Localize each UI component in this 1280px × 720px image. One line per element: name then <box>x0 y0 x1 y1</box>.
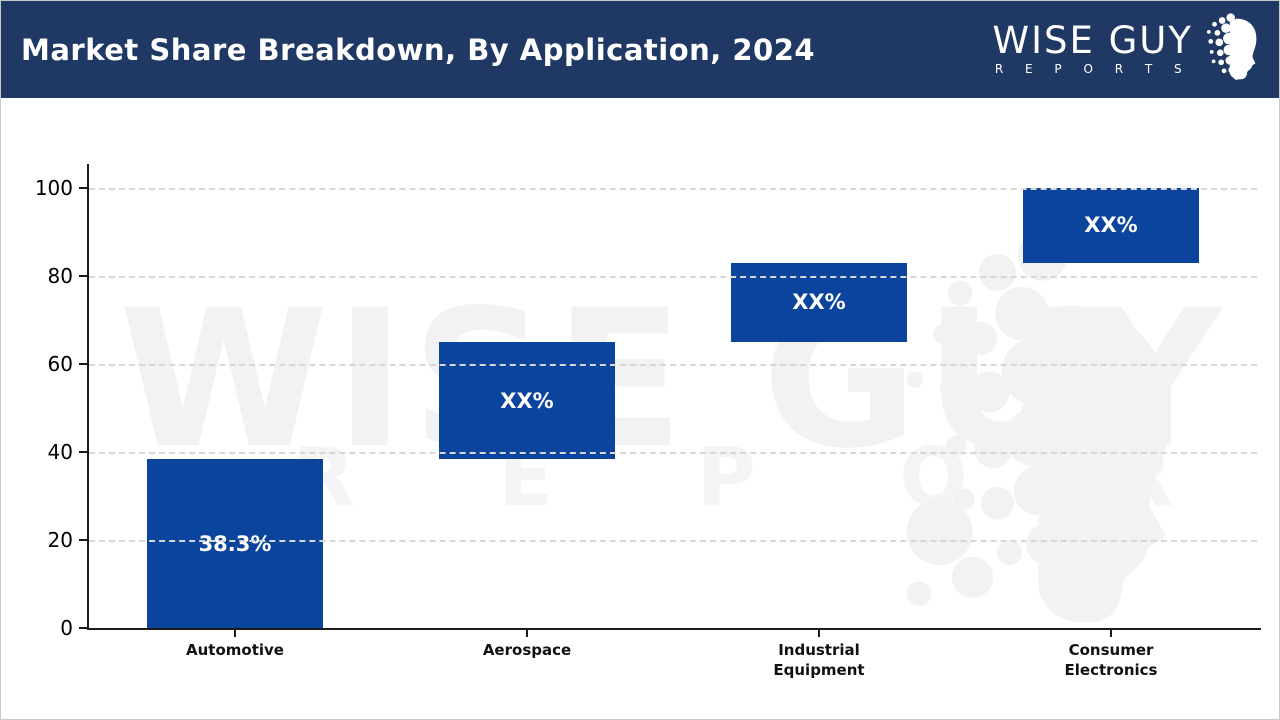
y-tick-mark <box>79 451 87 453</box>
x-category-text: Consumer Electronics <box>1064 641 1158 680</box>
watermark-face-icon <box>906 231 1171 623</box>
y-tick-label: 20 <box>47 528 73 552</box>
x-tick-mark <box>526 630 528 637</box>
bar-value-label: 38.3% <box>198 531 272 556</box>
y-tick-label: 0 <box>60 616 73 640</box>
y-tick-mark <box>79 539 87 541</box>
bar-industrial-equipment: XX% <box>731 262 907 342</box>
logo-wordmark: WISE GUY <box>992 19 1193 63</box>
gridline-20 <box>89 540 1257 542</box>
y-tick-mark <box>79 627 87 629</box>
x-category-text: Automotive <box>186 641 284 659</box>
bar-consumer-electronics: XX% <box>1023 188 1199 263</box>
bar-value-label: XX% <box>792 290 846 315</box>
x-tick-mark <box>818 630 820 637</box>
y-tick-label: 40 <box>47 440 73 464</box>
logo-face-icon <box>1206 13 1257 80</box>
y-tick-label: 80 <box>47 264 73 288</box>
y-tick-mark <box>79 363 87 365</box>
bar-value-label: XX% <box>500 388 554 413</box>
y-axis-line <box>87 164 89 630</box>
x-axis-line <box>87 628 1261 630</box>
x-category-label: Industrial Equipment <box>673 640 965 681</box>
x-category-label: Aerospace <box>381 640 673 660</box>
x-category-label: Consumer Electronics <box>965 640 1257 681</box>
header-bar: Market Share Breakdown, By Application, … <box>1 1 1279 98</box>
gridline-100 <box>89 188 1257 190</box>
x-category-text: Aerospace <box>482 641 572 659</box>
y-tick-label: 60 <box>47 352 73 376</box>
x-tick-mark <box>1110 630 1112 637</box>
page-title: Market Share Breakdown, By Application, … <box>21 32 816 67</box>
bar-aerospace: XX% <box>439 342 615 460</box>
wise-guy-logo: WISE GUY R E P O R T S <box>993 11 1263 87</box>
gridline-40 <box>89 452 1257 454</box>
gridline-80 <box>89 276 1257 278</box>
logo-subtitle: R E P O R T S <box>994 61 1191 76</box>
gridline-60 <box>89 364 1257 366</box>
logo-text: WISE GUY R E P O R T S <box>992 19 1193 76</box>
bar-value-label: XX% <box>1084 213 1138 238</box>
x-category-label: Automotive <box>89 640 381 660</box>
x-tick-mark <box>234 630 236 637</box>
x-category-text: Industrial Equipment <box>773 641 865 680</box>
y-tick-mark <box>79 275 87 277</box>
y-tick-label: 100 <box>34 176 73 200</box>
bar-automotive: 38.3% <box>147 459 323 628</box>
y-tick-mark <box>79 187 87 189</box>
